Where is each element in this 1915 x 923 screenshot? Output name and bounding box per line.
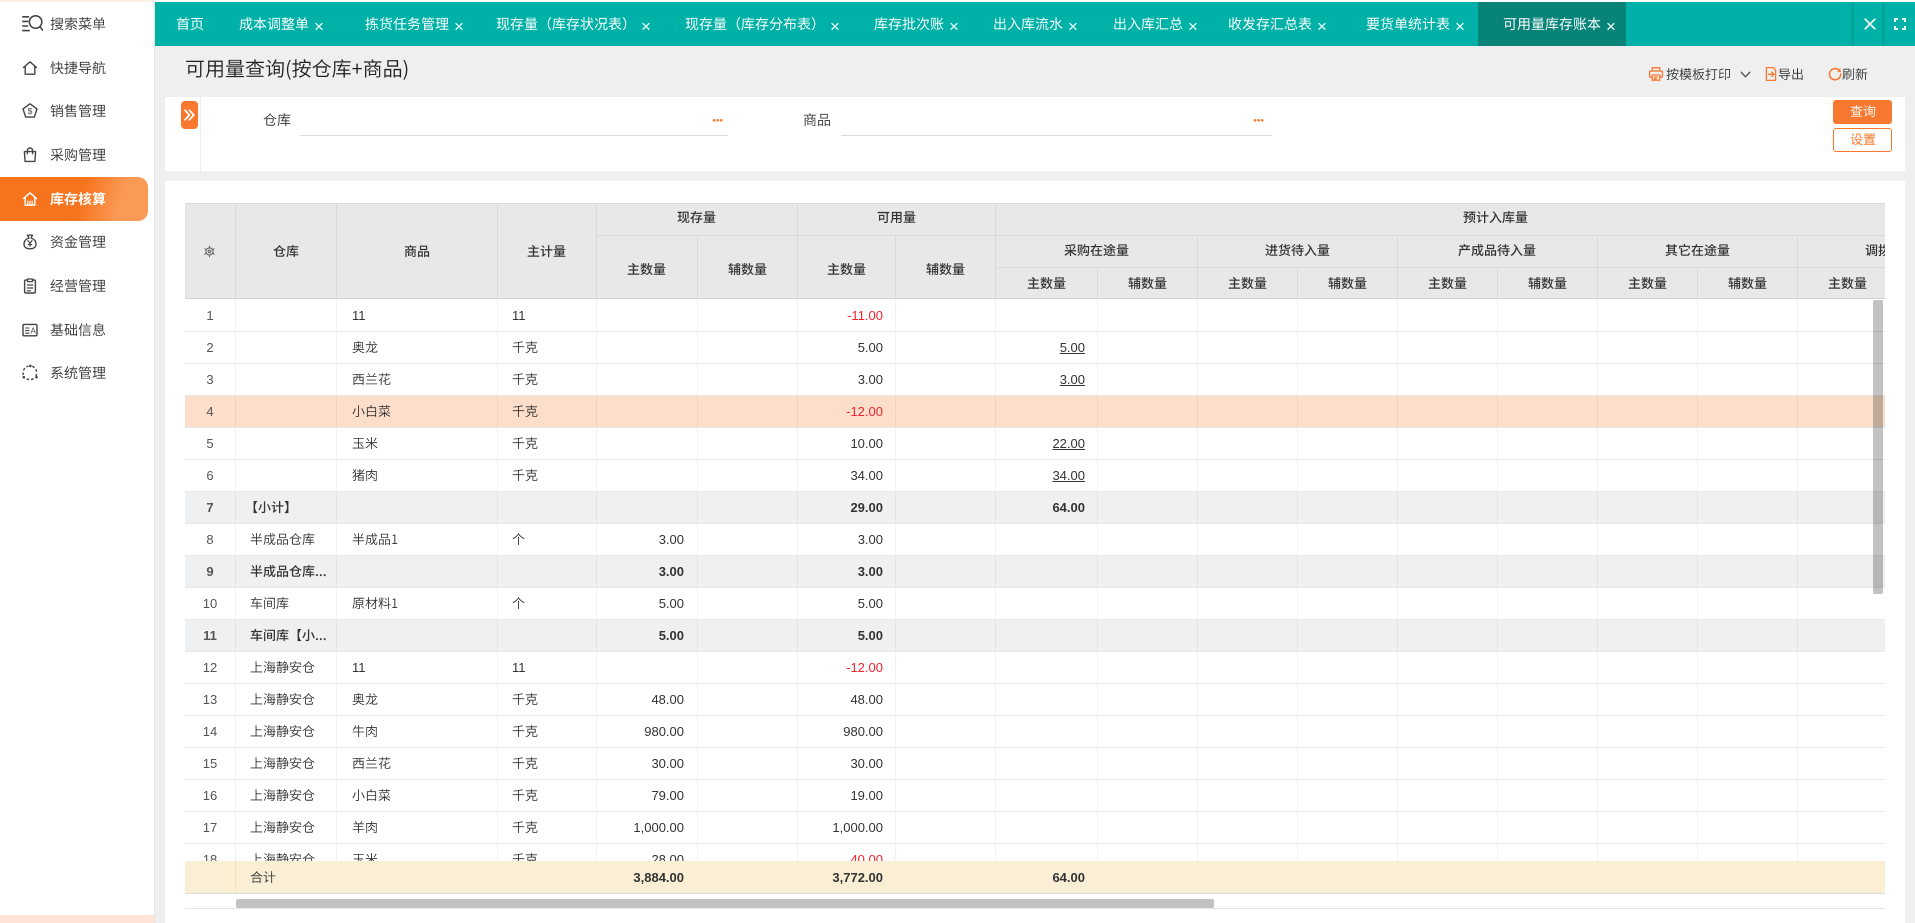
svg-text:$: $ <box>28 106 33 116</box>
svg-text:A: A <box>31 326 37 335</box>
